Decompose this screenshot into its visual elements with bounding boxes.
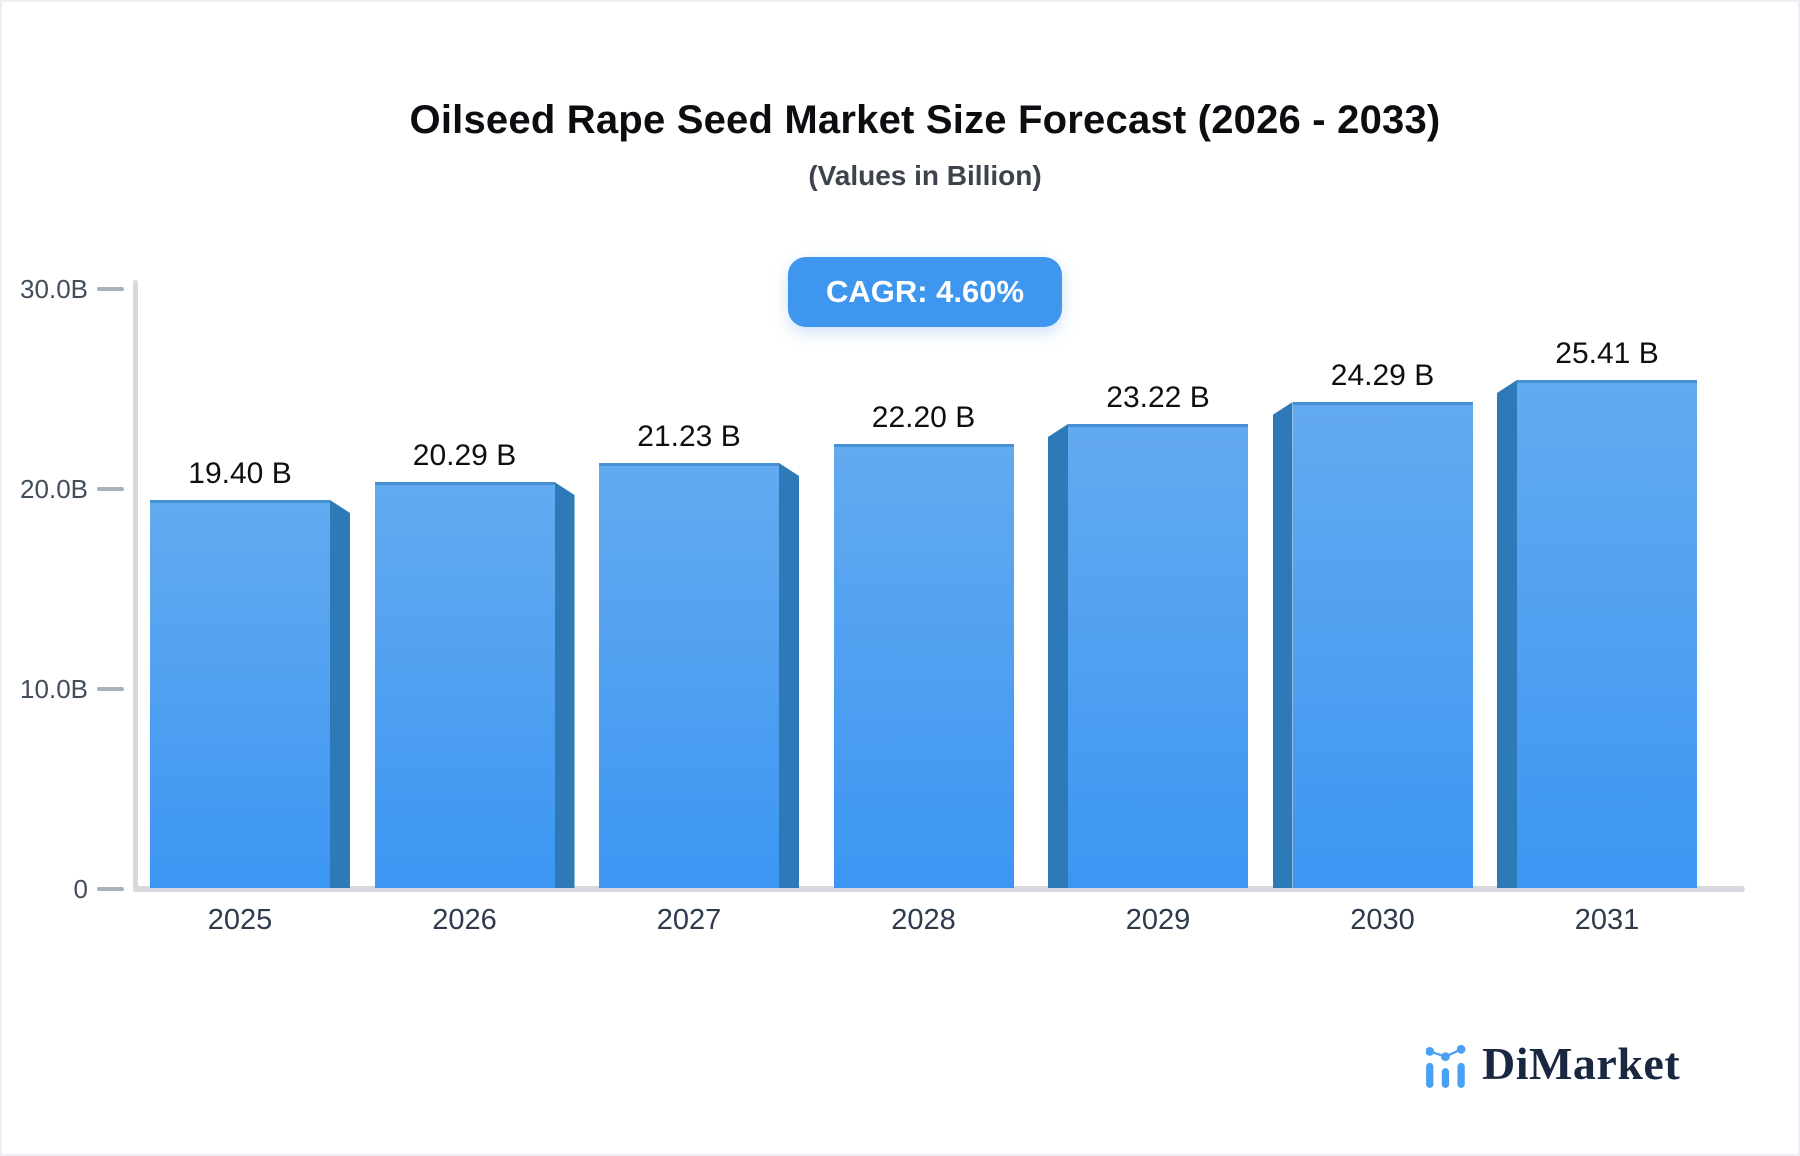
bar-side-face — [1497, 380, 1517, 888]
chart-subtitle: (Values in Billion) — [808, 160, 1042, 191]
x-axis-label: 2031 — [1574, 904, 1640, 936]
bar-value-label: 22.20 B — [871, 401, 976, 434]
y-axis-line — [133, 280, 138, 892]
bar — [1068, 424, 1248, 888]
x-axis-label: 2028 — [891, 904, 956, 936]
y-tick-label: 10.0B — [20, 674, 88, 704]
bar — [1517, 380, 1697, 888]
bar-side-face — [330, 500, 350, 888]
x-axis-label: 2027 — [656, 904, 722, 936]
bar-value-label: 25.41 B — [1555, 337, 1659, 370]
bar-side-face — [1272, 402, 1293, 888]
bar-value-label: 19.40 B — [188, 457, 292, 490]
cagr-badge: CAGR: 4.60% — [787, 257, 1063, 327]
bar-side-face — [779, 463, 799, 888]
x-axis-label: 2026 — [432, 904, 497, 936]
bar — [374, 482, 555, 888]
chart-title: Oilseed Rape Seed Market Size Forecast (… — [409, 98, 1441, 142]
bar — [1292, 402, 1473, 888]
x-axis-label: 2030 — [1350, 904, 1415, 936]
logo-text: DiMarket — [1482, 1038, 1681, 1089]
dimarket-logo: DiMarket — [1426, 1040, 1680, 1088]
bar-chart-logo-icon — [1426, 1044, 1466, 1088]
y-tick-label: 20.0B — [20, 474, 88, 504]
bar-side-face — [1048, 424, 1068, 888]
x-axis-label: 2029 — [1125, 904, 1191, 936]
bar-value-label: 23.22 B — [1106, 381, 1210, 414]
bar — [833, 444, 1014, 888]
bar — [150, 500, 330, 888]
y-tick-label: 0 — [73, 874, 88, 904]
bar — [599, 463, 779, 888]
x-axis-label: 2025 — [207, 904, 273, 936]
y-tick-dash — [97, 487, 124, 491]
bar-value-label: 24.29 B — [1330, 359, 1435, 392]
y-tick-dash — [97, 687, 124, 691]
y-tick-dash — [97, 887, 124, 891]
bar-side-face — [554, 482, 575, 888]
bar-value-label: 20.29 B — [412, 439, 517, 472]
y-tick-label: 30.0B — [20, 274, 88, 304]
x-axis-line — [133, 886, 1745, 892]
y-tick-dash — [97, 287, 124, 291]
bar-value-label: 21.23 B — [637, 420, 741, 453]
